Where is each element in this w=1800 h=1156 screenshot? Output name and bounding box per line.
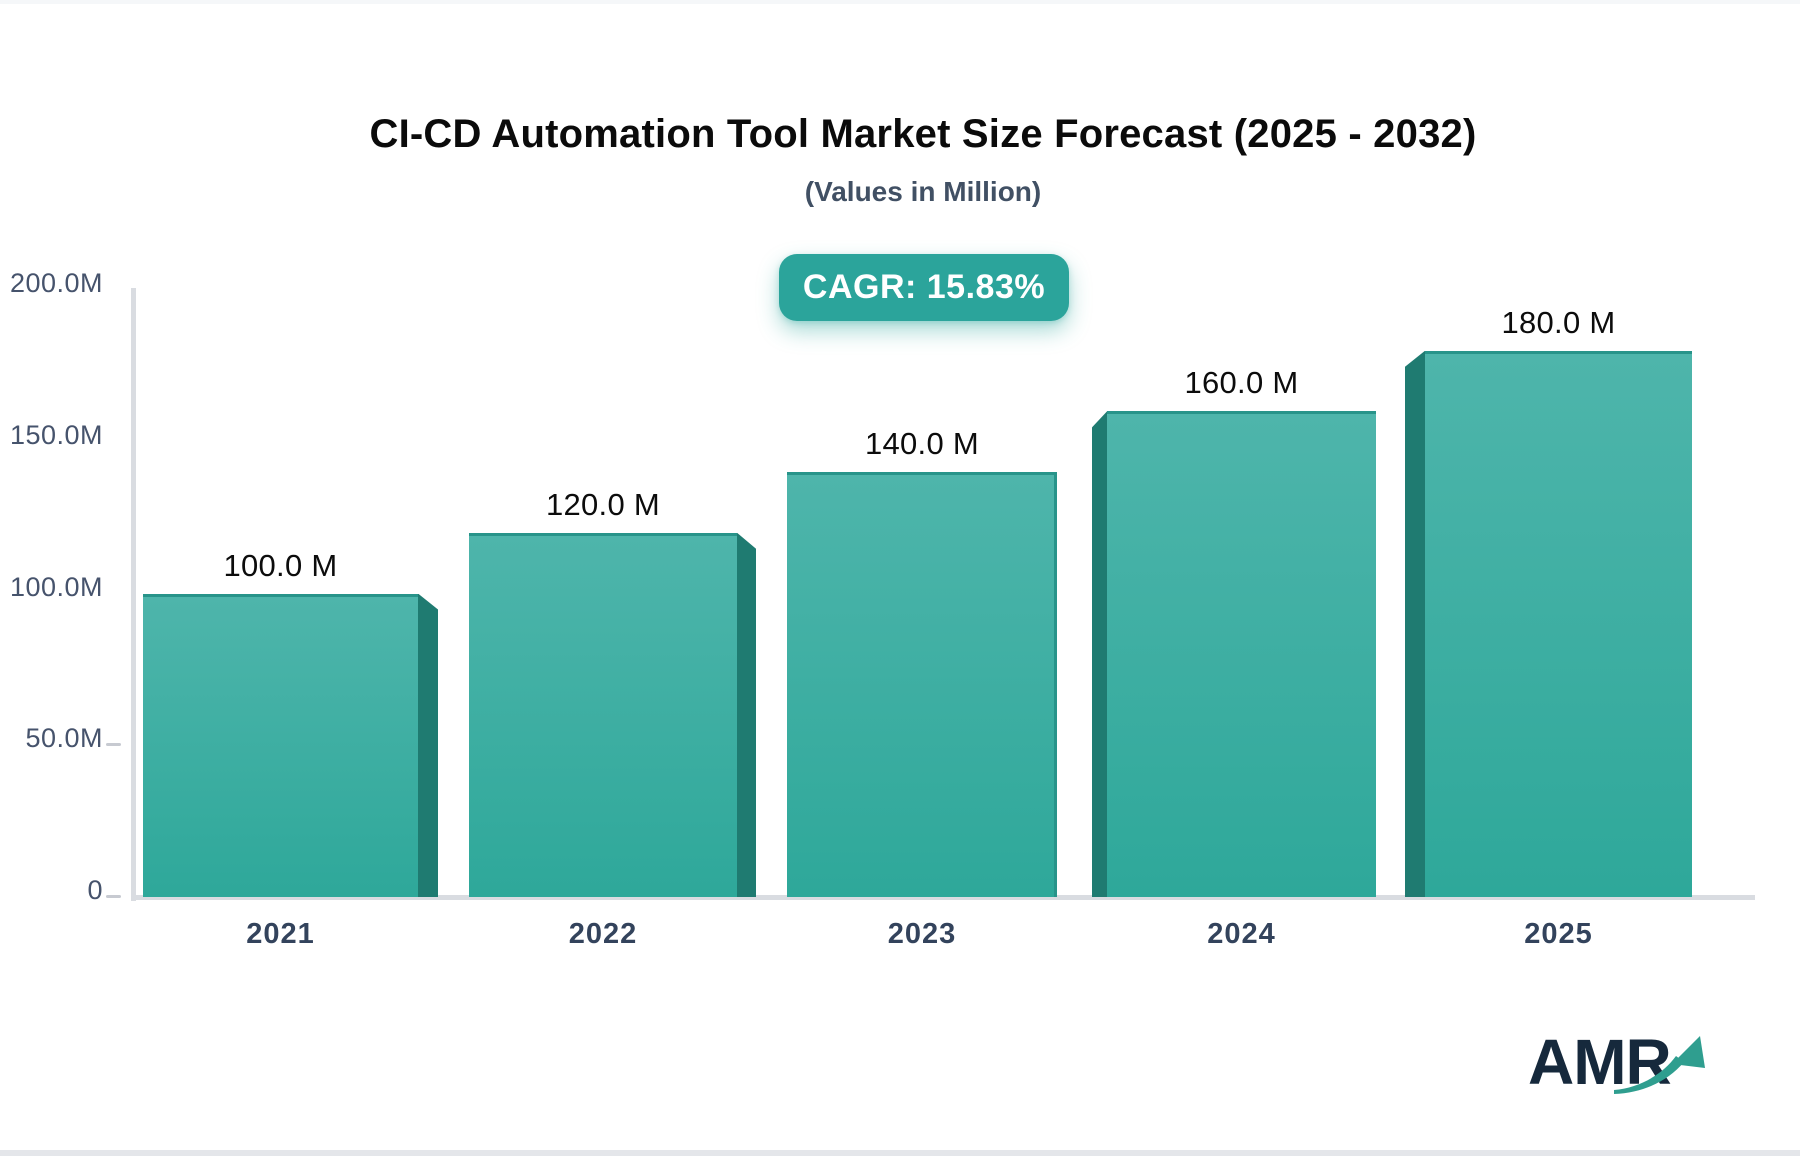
x-axis-category-label: 2025 [1524,918,1593,950]
cagr-badge-label: CAGR: 15.83% [802,268,1046,306]
y-axis-tick-label: 200.0M [9,268,103,298]
y-axis-line [131,288,136,901]
bar[interactable] [1425,350,1692,897]
bar[interactable] [1107,411,1376,897]
bar[interactable] [787,472,1057,897]
bar-value-label: 180.0 M [1501,304,1616,340]
cagr-badge: CAGR: 15.83% [779,254,1069,321]
y-axis-tick-mark [106,743,121,747]
top-edge-divider [0,0,1800,4]
bar-value-label: 140.0 M [864,426,980,462]
y-axis-tick-mark [106,895,121,898]
bar-value-label: 120.0 M [545,486,661,522]
bar[interactable] [469,532,737,897]
y-axis-tick-label: 150.0M [9,419,103,450]
bar-3d-side [1405,350,1425,897]
y-axis-tick-label: 0 [87,875,103,905]
bar[interactable] [143,593,418,897]
y-axis-tick-label: 50.0M [25,723,103,754]
x-axis-category-label: 2024 [1207,918,1276,950]
bar-3d-side [737,532,756,897]
bar-3d-side [418,593,438,897]
chart-title: CI-CD Automation Tool Market Size Foreca… [369,112,1477,156]
bar-value-label: 100.0 M [223,547,338,583]
bar-3d-side [1092,411,1107,897]
x-axis-category-label: 2022 [568,918,638,950]
trending-up-arrow-icon [1614,1036,1705,1094]
x-axis-line [131,895,1755,900]
y-axis-tick-label: 100.0M [9,571,103,602]
chart-subtitle: (Values in Million) [804,176,1042,207]
amr-logo: AMR [1528,1030,1718,1110]
bar-value-label: 160.0 M [1184,365,1299,401]
x-axis-category-label: 2021 [246,918,315,950]
x-axis-category-label: 2023 [887,918,957,950]
bottom-edge-divider [0,1150,1800,1156]
